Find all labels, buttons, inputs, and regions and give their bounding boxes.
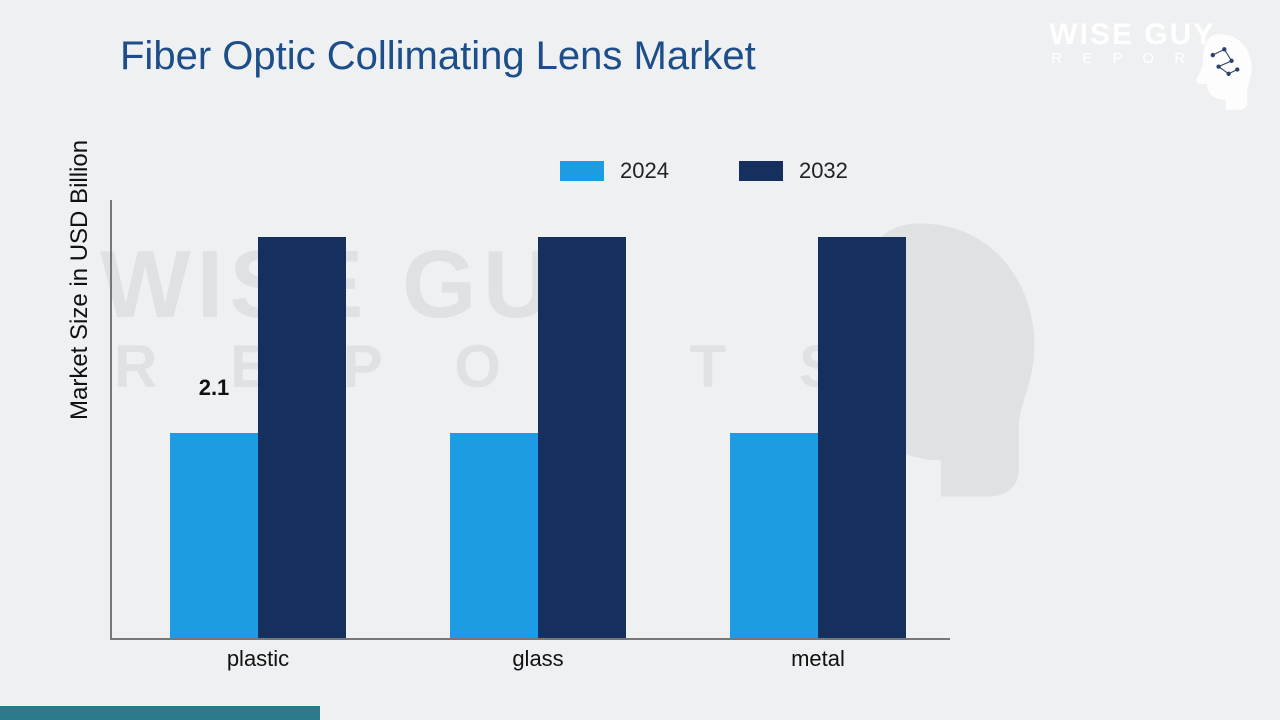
bar-2032 — [818, 237, 906, 638]
bar-group: metal — [730, 237, 906, 638]
logo-head-icon — [1184, 30, 1256, 114]
bar-group: glass — [450, 237, 626, 638]
x-axis-tick-label: metal — [791, 646, 845, 672]
bar-2024 — [450, 433, 538, 638]
chart-card: WISE GUY R E P O R T S Fiber Optic Colli… — [0, 0, 1280, 720]
y-axis-label: Market Size in USD Billion — [66, 140, 94, 420]
bar-2024 — [730, 433, 818, 638]
legend-item-2032: 2032 — [739, 158, 848, 184]
legend-label-2024: 2024 — [620, 158, 669, 184]
legend-swatch-2032 — [739, 161, 783, 181]
x-axis-line — [110, 638, 950, 640]
y-axis-line — [110, 200, 112, 640]
x-axis-tick-label: glass — [512, 646, 563, 672]
chart-plot: 2.1 plastic glass metal — [110, 200, 950, 640]
value-label: 2.1 — [199, 375, 230, 401]
legend-item-2024: 2024 — [560, 158, 669, 184]
accent-bar — [0, 706, 320, 720]
bar-2032 — [258, 237, 346, 638]
legend-label-2032: 2032 — [799, 158, 848, 184]
bar-2024 — [170, 433, 258, 638]
legend: 2024 2032 — [560, 158, 848, 184]
bar-group: 2.1 plastic — [170, 237, 346, 638]
x-axis-tick-label: plastic — [227, 646, 289, 672]
legend-swatch-2024 — [560, 161, 604, 181]
brand-logo: WISE GUY R E P O R T S — [1049, 18, 1252, 67]
chart-title: Fiber Optic Collimating Lens Market — [120, 34, 756, 79]
bar-2032 — [538, 237, 626, 638]
